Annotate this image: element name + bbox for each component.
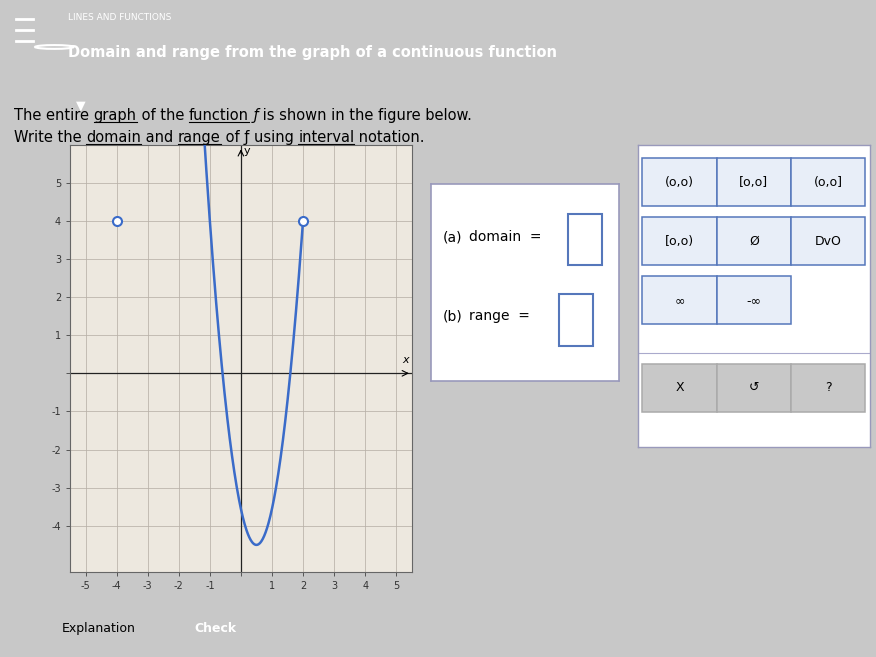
Text: is shown in the figure below.: is shown in the figure below. bbox=[258, 108, 472, 123]
Text: and: and bbox=[141, 130, 178, 145]
Text: ↺: ↺ bbox=[749, 381, 759, 394]
Text: X: X bbox=[675, 381, 684, 394]
Text: [o,o]: [o,o] bbox=[739, 176, 768, 189]
Text: graph: graph bbox=[94, 108, 137, 123]
Text: range: range bbox=[178, 130, 221, 145]
FancyBboxPatch shape bbox=[717, 217, 791, 265]
Text: (o,o]: (o,o] bbox=[814, 176, 843, 189]
Text: (a): (a) bbox=[442, 230, 462, 244]
Text: LINES AND FUNCTIONS: LINES AND FUNCTIONS bbox=[68, 12, 172, 22]
FancyBboxPatch shape bbox=[791, 158, 865, 206]
Text: ▼: ▼ bbox=[76, 99, 86, 112]
Text: of the: of the bbox=[137, 108, 188, 123]
FancyBboxPatch shape bbox=[717, 276, 791, 325]
Text: notation.: notation. bbox=[355, 130, 425, 145]
Text: Ø: Ø bbox=[749, 235, 759, 248]
Text: Write the: Write the bbox=[14, 130, 86, 145]
Text: function: function bbox=[188, 108, 249, 123]
FancyBboxPatch shape bbox=[717, 158, 791, 206]
FancyBboxPatch shape bbox=[791, 217, 865, 265]
Text: ƒ: ƒ bbox=[249, 108, 258, 123]
FancyBboxPatch shape bbox=[642, 158, 717, 206]
Text: domain  =: domain = bbox=[469, 230, 541, 244]
FancyBboxPatch shape bbox=[717, 364, 791, 412]
Text: domain: domain bbox=[86, 130, 141, 145]
FancyBboxPatch shape bbox=[642, 364, 717, 412]
Text: (b): (b) bbox=[442, 309, 462, 323]
FancyBboxPatch shape bbox=[791, 364, 865, 412]
Text: y: y bbox=[244, 146, 250, 156]
Text: DvO: DvO bbox=[815, 235, 842, 248]
Text: The entire: The entire bbox=[14, 108, 94, 123]
Text: ?: ? bbox=[825, 381, 831, 394]
Text: ∞: ∞ bbox=[675, 294, 685, 307]
FancyBboxPatch shape bbox=[559, 294, 593, 346]
Text: interval: interval bbox=[298, 130, 355, 145]
Text: (o,o): (o,o) bbox=[665, 176, 694, 189]
Text: Domain and range from the graph of a continuous function: Domain and range from the graph of a con… bbox=[68, 45, 557, 60]
FancyBboxPatch shape bbox=[569, 214, 603, 265]
Text: Check: Check bbox=[194, 622, 237, 635]
Text: Explanation: Explanation bbox=[61, 622, 136, 635]
Text: [o,o): [o,o) bbox=[665, 235, 694, 248]
Text: of ƒ using: of ƒ using bbox=[221, 130, 298, 145]
Text: -∞: -∞ bbox=[746, 294, 761, 307]
Text: x: x bbox=[402, 355, 409, 365]
FancyBboxPatch shape bbox=[642, 276, 717, 325]
FancyBboxPatch shape bbox=[642, 217, 717, 265]
Text: range  =: range = bbox=[469, 309, 529, 323]
